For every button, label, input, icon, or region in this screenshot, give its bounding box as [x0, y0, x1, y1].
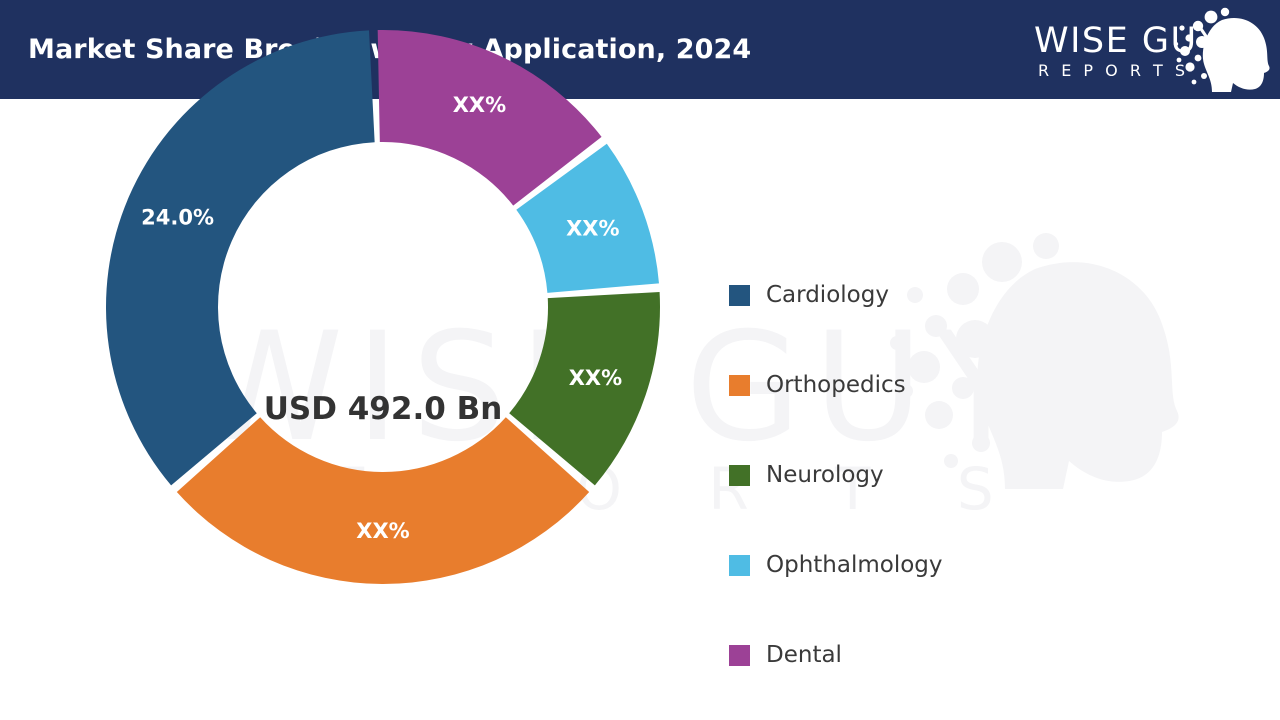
legend-label: Orthopedics	[766, 372, 906, 398]
legend-item-dental[interactable]: Dental	[729, 610, 1059, 700]
legend-item-ophthalmology[interactable]: Ophthalmology	[729, 520, 1059, 610]
donut-label-group: 24.0% XX% XX% XX% XX%	[141, 93, 622, 543]
chart-legend: Cardiology Orthopedics Neurology Ophthal…	[729, 250, 1059, 700]
legend-swatch-icon	[729, 554, 750, 576]
logo-svg: WISE GUY R E P O R T S	[1034, 7, 1270, 92]
head-profile-dots-icon	[1173, 7, 1270, 92]
donut-slice-ophthalmology[interactable]	[516, 143, 659, 293]
legend-label: Neurology	[766, 462, 884, 488]
donut-slice-cardiology[interactable]	[106, 30, 375, 486]
donut-slice-orthopedics[interactable]	[176, 417, 590, 584]
logo-wordmark-secondary: R E P O R T S	[1038, 61, 1189, 80]
legend-swatch-icon	[729, 644, 750, 666]
legend-swatch-icon	[729, 284, 750, 306]
donut-slice-group	[106, 30, 660, 584]
legend-swatch-icon	[729, 464, 750, 486]
legend-item-cardiology[interactable]: Cardiology	[729, 250, 1059, 340]
donut-slice-label-neurology: XX%	[569, 366, 622, 390]
donut-slice-neurology[interactable]	[509, 292, 660, 486]
donut-slice-label-cardiology: 24.0%	[141, 206, 214, 230]
donut-center-label: USD 492.0 Bn	[263, 391, 503, 427]
donut-slice-label-ophthalmology: XX%	[566, 217, 619, 241]
donut-chart: 24.0% XX% XX% XX% XX%	[106, 30, 660, 584]
legend-swatch-icon	[729, 374, 750, 396]
donut-slice-label-orthopedics: XX%	[356, 519, 409, 543]
legend-label: Ophthalmology	[766, 552, 943, 578]
wise-guy-reports-logo: WISE GUY R E P O R T S	[1026, 4, 1274, 96]
logo-wordmark-primary: WISE GUY	[1034, 21, 1221, 61]
legend-item-orthopedics[interactable]: Orthopedics	[729, 340, 1059, 430]
legend-item-neurology[interactable]: Neurology	[729, 430, 1059, 520]
legend-label: Dental	[766, 642, 842, 668]
chart-canvas: WISE GUY R E P O R T S 24.0% XX% XX% XX% XX%…	[0, 30, 1280, 720]
donut-slice-label-dental: XX%	[453, 93, 506, 117]
page-header: Market Share Breakdown, By Application, …	[0, 0, 1280, 99]
donut-slice-dental[interactable]	[377, 30, 602, 206]
legend-label: Cardiology	[766, 282, 889, 308]
